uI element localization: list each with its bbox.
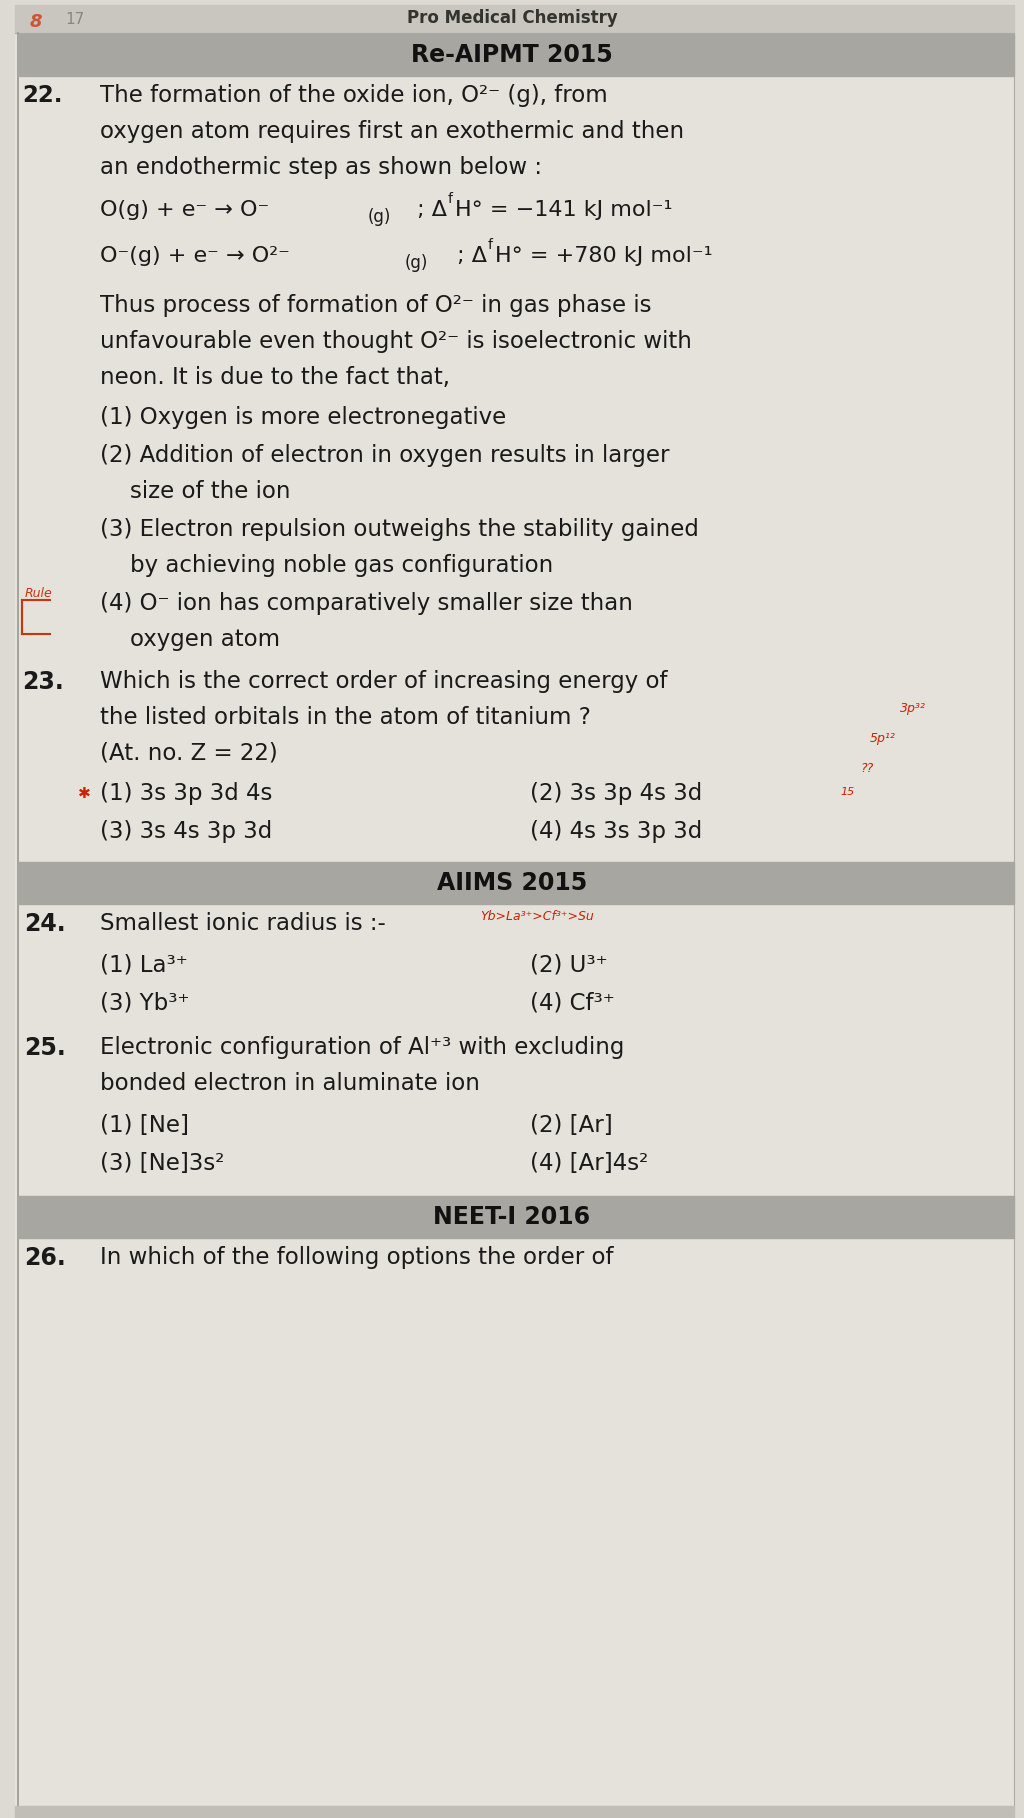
- Text: the listed orbitals in the atom of titanium ?: the listed orbitals in the atom of titan…: [100, 705, 591, 729]
- Text: (2) 3s 3p 4s 3d: (2) 3s 3p 4s 3d: [530, 782, 702, 805]
- Text: 23.: 23.: [22, 671, 63, 694]
- Text: (2) U³⁺: (2) U³⁺: [530, 954, 607, 976]
- Text: Pro Medical Chemistry: Pro Medical Chemistry: [407, 9, 617, 27]
- Bar: [15, 1805, 1014, 1818]
- Text: Thus process of formation of O²⁻ in gas phase is: Thus process of formation of O²⁻ in gas …: [100, 295, 651, 316]
- Text: (g): (g): [368, 207, 391, 225]
- Text: (1) La³⁺: (1) La³⁺: [100, 954, 187, 976]
- Text: (4) [Ar]4s²: (4) [Ar]4s²: [530, 1153, 648, 1174]
- Text: AIIMS 2015: AIIMS 2015: [437, 871, 587, 894]
- Text: ??: ??: [860, 762, 873, 774]
- Text: The formation of the oxide ion, O²⁻ (g), from: The formation of the oxide ion, O²⁻ (g),…: [100, 84, 608, 107]
- Text: Electronic configuration of Al⁺³ with excluding: Electronic configuration of Al⁺³ with ex…: [100, 1036, 625, 1060]
- Text: (3) 3s 4s 3p 3d: (3) 3s 4s 3p 3d: [100, 820, 272, 844]
- Text: (2) [Ar]: (2) [Ar]: [530, 1114, 612, 1136]
- Text: (1) 3s 3p 3d 4s: (1) 3s 3p 3d 4s: [100, 782, 272, 805]
- Bar: [18, 35, 1014, 76]
- Text: (2) Addition of electron in oxygen results in larger: (2) Addition of electron in oxygen resul…: [100, 444, 670, 467]
- Text: (1) Oxygen is more electronegative: (1) Oxygen is more electronegative: [100, 405, 506, 429]
- Text: (3) Yb³⁺: (3) Yb³⁺: [100, 993, 189, 1014]
- Text: H° = −141 kJ mol⁻¹: H° = −141 kJ mol⁻¹: [455, 200, 673, 220]
- Text: (g): (g): [406, 255, 428, 273]
- Text: (4) 4s 3s 3p 3d: (4) 4s 3s 3p 3d: [530, 820, 702, 844]
- Text: size of the ion: size of the ion: [130, 480, 291, 504]
- Text: Which is the correct order of increasing energy of: Which is the correct order of increasing…: [100, 671, 668, 693]
- Bar: [18, 862, 1014, 904]
- Text: ✱: ✱: [78, 785, 91, 802]
- Bar: [18, 1196, 1014, 1238]
- Text: by achieving noble gas configuration: by achieving noble gas configuration: [130, 554, 553, 576]
- Text: f: f: [488, 238, 493, 253]
- Text: O(g) + e⁻ → O⁻: O(g) + e⁻ → O⁻: [100, 200, 269, 220]
- Text: ; Δ: ; Δ: [410, 200, 447, 220]
- Text: 8: 8: [30, 13, 43, 31]
- Text: 26.: 26.: [24, 1245, 66, 1271]
- Text: (1) [Ne]: (1) [Ne]: [100, 1114, 189, 1136]
- Text: 22.: 22.: [22, 84, 62, 107]
- Text: Smallest ionic radius is :-: Smallest ionic radius is :-: [100, 913, 386, 934]
- Text: bonded electron in aluminate ion: bonded electron in aluminate ion: [100, 1073, 480, 1094]
- Bar: [15, 5, 1014, 33]
- Text: Re-AIPMT 2015: Re-AIPMT 2015: [411, 44, 613, 67]
- Text: 25.: 25.: [24, 1036, 66, 1060]
- Text: (At. no. Z = 22): (At. no. Z = 22): [100, 742, 278, 765]
- Text: f: f: [449, 193, 453, 205]
- Text: Yb>La³⁺>Cf³⁺>Su: Yb>La³⁺>Cf³⁺>Su: [480, 911, 594, 924]
- Text: (3) [Ne]3s²: (3) [Ne]3s²: [100, 1153, 224, 1174]
- Text: In which of the following options the order of: In which of the following options the or…: [100, 1245, 613, 1269]
- Text: O⁻(g) + e⁻ → O²⁻: O⁻(g) + e⁻ → O²⁻: [100, 245, 290, 265]
- Text: Rule: Rule: [25, 587, 53, 600]
- Text: oxygen atom: oxygen atom: [130, 627, 281, 651]
- Text: NEET-I 2016: NEET-I 2016: [433, 1205, 591, 1229]
- Text: 24.: 24.: [24, 913, 66, 936]
- Text: oxygen atom requires first an exothermic and then: oxygen atom requires first an exothermic…: [100, 120, 684, 144]
- Text: (4) O⁻ ion has comparatively smaller size than: (4) O⁻ ion has comparatively smaller siz…: [100, 593, 633, 614]
- Text: 17: 17: [65, 13, 84, 27]
- Text: unfavourable even thought O²⁻ is isoelectronic with: unfavourable even thought O²⁻ is isoelec…: [100, 331, 692, 353]
- Text: 15: 15: [840, 787, 854, 796]
- Text: 3p³²: 3p³²: [900, 702, 926, 714]
- Text: neon. It is due to the fact that,: neon. It is due to the fact that,: [100, 365, 450, 389]
- Text: (3) Electron repulsion outweighs the stability gained: (3) Electron repulsion outweighs the sta…: [100, 518, 698, 542]
- Text: H° = +780 kJ mol⁻¹: H° = +780 kJ mol⁻¹: [495, 245, 713, 265]
- Text: 5p¹²: 5p¹²: [870, 733, 896, 745]
- Text: ; Δ: ; Δ: [450, 245, 487, 265]
- Text: an endothermic step as shown below :: an endothermic step as shown below :: [100, 156, 542, 178]
- Text: (4) Cf³⁺: (4) Cf³⁺: [530, 993, 614, 1014]
